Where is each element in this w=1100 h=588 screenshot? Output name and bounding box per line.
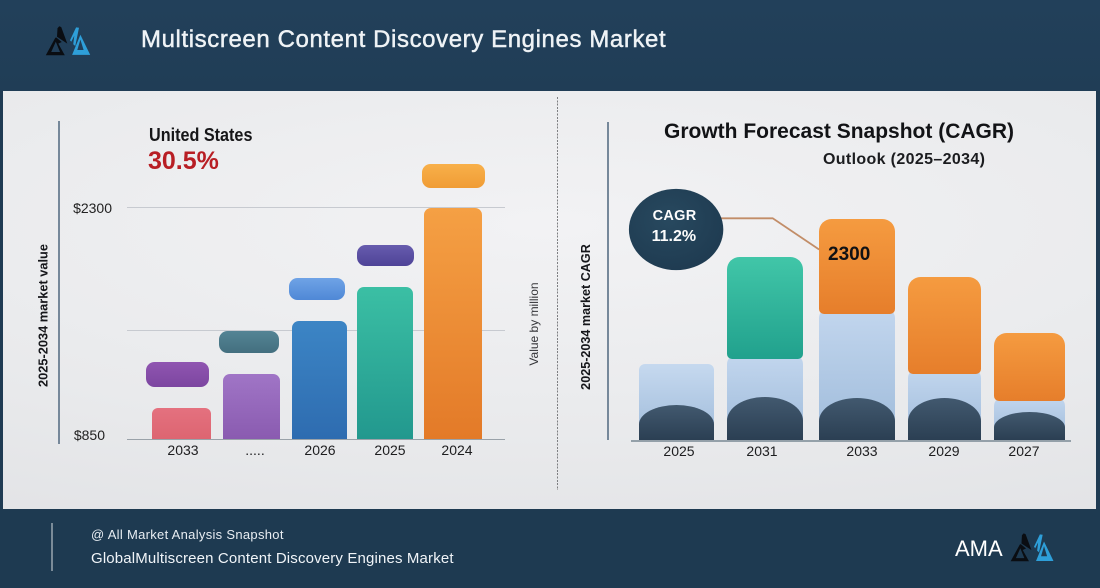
- svg-text:CAGR: CAGR: [653, 208, 697, 224]
- svg-text:11.2%: 11.2%: [652, 228, 696, 245]
